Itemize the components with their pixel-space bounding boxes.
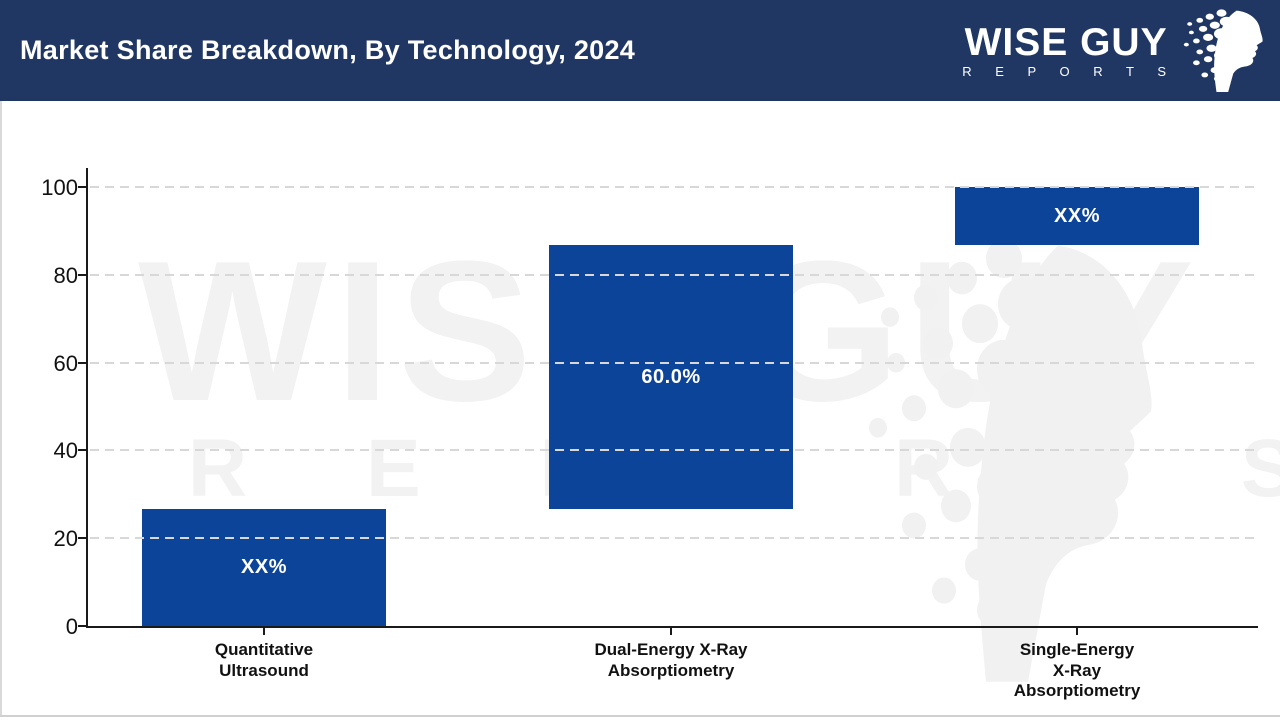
- y-tick-label: 80: [53, 262, 78, 288]
- y-tick-mark: [78, 186, 86, 188]
- brand-name: WISE GUY: [964, 21, 1168, 64]
- y-tick-mark: [78, 625, 86, 627]
- page-left-border: [0, 101, 2, 716]
- bar-value-label: XX%: [1054, 204, 1100, 227]
- x-category-label: Dual-Energy X-Ray Absorptiometry: [594, 640, 748, 680]
- brand-text: WISE GUY R E P O R T S: [956, 23, 1176, 78]
- brand-subtitle: R E P O R T S: [962, 64, 1176, 79]
- y-gridline: [90, 361, 1258, 364]
- x-axis-line: [86, 626, 1258, 628]
- waterfall-bar: XX%: [142, 508, 386, 626]
- waterfall-bar: 60.0%: [549, 245, 793, 509]
- y-tick-mark: [78, 449, 86, 452]
- y-tick-label: 40: [53, 438, 78, 464]
- y-tick-mark: [78, 537, 86, 540]
- brand-logo: WISE GUY R E P O R T S: [956, 7, 1270, 95]
- y-tick-mark: [78, 273, 86, 276]
- x-tick-mark: [670, 628, 672, 635]
- y-gridline: [90, 186, 1258, 188]
- page-bottom-border: [0, 715, 1280, 717]
- bar-value-label: 60.0%: [641, 365, 701, 388]
- x-category-label: Quantitative Ultrasound: [214, 640, 314, 680]
- y-tick-label: 60: [53, 350, 78, 376]
- y-gridline: [90, 537, 1258, 540]
- y-tick-label: 100: [41, 175, 78, 200]
- bar-value-label: XX%: [241, 555, 287, 578]
- y-tick-mark: [78, 361, 86, 364]
- y-axis-line: [86, 168, 88, 628]
- chart-title: Market Share Breakdown, By Technology, 2…: [20, 35, 636, 65]
- y-tick-label: 0: [65, 614, 78, 639]
- x-category-label: Single-Energy X-Ray Absorptiometry: [1013, 640, 1141, 701]
- waterfall-bar: XX%: [955, 187, 1199, 246]
- x-tick-mark: [1076, 628, 1078, 635]
- y-tick-label: 20: [53, 526, 78, 552]
- y-gridline: [90, 449, 1258, 452]
- y-gridline: [90, 273, 1258, 276]
- header-bar: Market Share Breakdown, By Technology, 2…: [0, 0, 1280, 101]
- x-tick-mark: [263, 628, 265, 635]
- brand-face-icon: [1183, 8, 1263, 92]
